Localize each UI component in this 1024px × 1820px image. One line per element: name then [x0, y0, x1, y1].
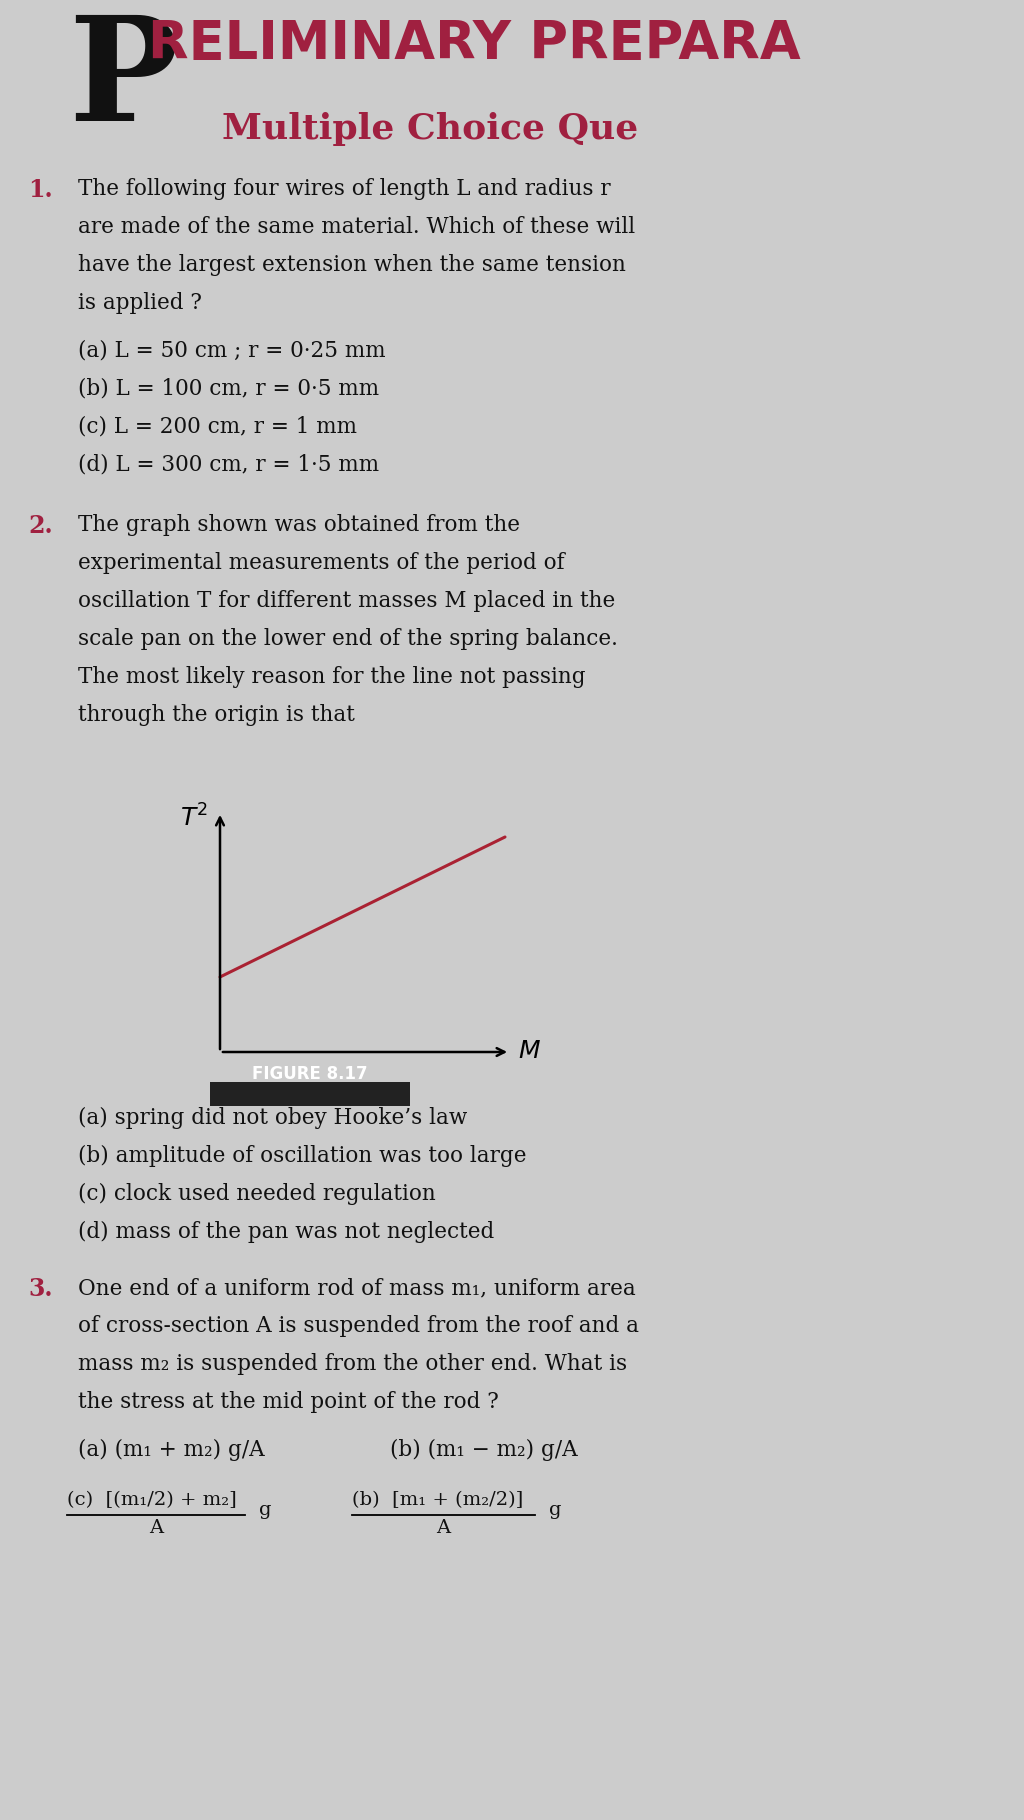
Text: A: A: [436, 1520, 451, 1538]
Bar: [210, 1083, 410, 1107]
Text: (a) spring did not obey Hooke’s law: (a) spring did not obey Hooke’s law: [78, 1107, 467, 1128]
Text: P: P: [68, 9, 178, 151]
Text: (b) amplitude of oscillation was too large: (b) amplitude of oscillation was too lar…: [78, 1145, 526, 1167]
Text: RELIMINARY PREPARA: RELIMINARY PREPARA: [148, 18, 801, 69]
Text: One end of a uniform rod of mass m₁, uniform area: One end of a uniform rod of mass m₁, uni…: [78, 1278, 636, 1299]
Text: are made of the same material. Which of these will: are made of the same material. Which of …: [78, 217, 635, 238]
Text: oscillation T for different masses M placed in the: oscillation T for different masses M pla…: [78, 590, 615, 612]
Text: FIGURE 8.17: FIGURE 8.17: [252, 1065, 368, 1083]
Text: (c) L = 200 cm, r = 1 mm: (c) L = 200 cm, r = 1 mm: [78, 417, 357, 439]
Text: The most likely reason for the line not passing: The most likely reason for the line not …: [78, 666, 586, 688]
Text: experimental measurements of the period of: experimental measurements of the period …: [78, 551, 564, 573]
Text: (d) L = 300 cm, r = 1·5 mm: (d) L = 300 cm, r = 1·5 mm: [78, 453, 379, 477]
Text: $M$: $M$: [518, 1041, 541, 1063]
Text: A: A: [148, 1520, 163, 1538]
Text: g: g: [259, 1502, 271, 1520]
Text: 3.: 3.: [28, 1278, 52, 1301]
Text: Multiple Choice Que: Multiple Choice Que: [222, 113, 638, 146]
Text: mass m₂ is suspended from the other end. What is: mass m₂ is suspended from the other end.…: [78, 1352, 627, 1374]
Text: the stress at the mid point of the rod ?: the stress at the mid point of the rod ?: [78, 1390, 499, 1412]
Text: (b) (m₁ − m₂) g/A: (b) (m₁ − m₂) g/A: [390, 1440, 578, 1461]
Text: (c)  [(m₁/2) + m₂]: (c) [(m₁/2) + m₂]: [67, 1491, 237, 1509]
Text: is applied ?: is applied ?: [78, 291, 202, 315]
Text: (a) (m₁ + m₂) g/A: (a) (m₁ + m₂) g/A: [78, 1440, 264, 1461]
Text: (b)  [m₁ + (m₂/2)]: (b) [m₁ + (m₂/2)]: [352, 1491, 523, 1509]
Text: (c) clock used needed regulation: (c) clock used needed regulation: [78, 1183, 436, 1205]
Text: through the origin is that: through the origin is that: [78, 704, 355, 726]
Text: $T^2$: $T^2$: [179, 804, 208, 832]
Text: The graph shown was obtained from the: The graph shown was obtained from the: [78, 513, 520, 537]
Text: (d) mass of the pan was not neglected: (d) mass of the pan was not neglected: [78, 1221, 495, 1243]
Text: (b) L = 100 cm, r = 0·5 mm: (b) L = 100 cm, r = 0·5 mm: [78, 379, 379, 400]
Text: 2.: 2.: [28, 513, 52, 539]
Text: The following four wires of length L and radius r: The following four wires of length L and…: [78, 178, 610, 200]
Text: 1.: 1.: [28, 178, 52, 202]
Text: of cross-section A is suspended from the roof and a: of cross-section A is suspended from the…: [78, 1316, 639, 1338]
Text: have the largest extension when the same tension: have the largest extension when the same…: [78, 255, 626, 277]
Text: (a) L = 50 cm ; r = 0·25 mm: (a) L = 50 cm ; r = 0·25 mm: [78, 340, 386, 362]
Text: g: g: [549, 1502, 561, 1520]
Text: scale pan on the lower end of the spring balance.: scale pan on the lower end of the spring…: [78, 628, 617, 650]
